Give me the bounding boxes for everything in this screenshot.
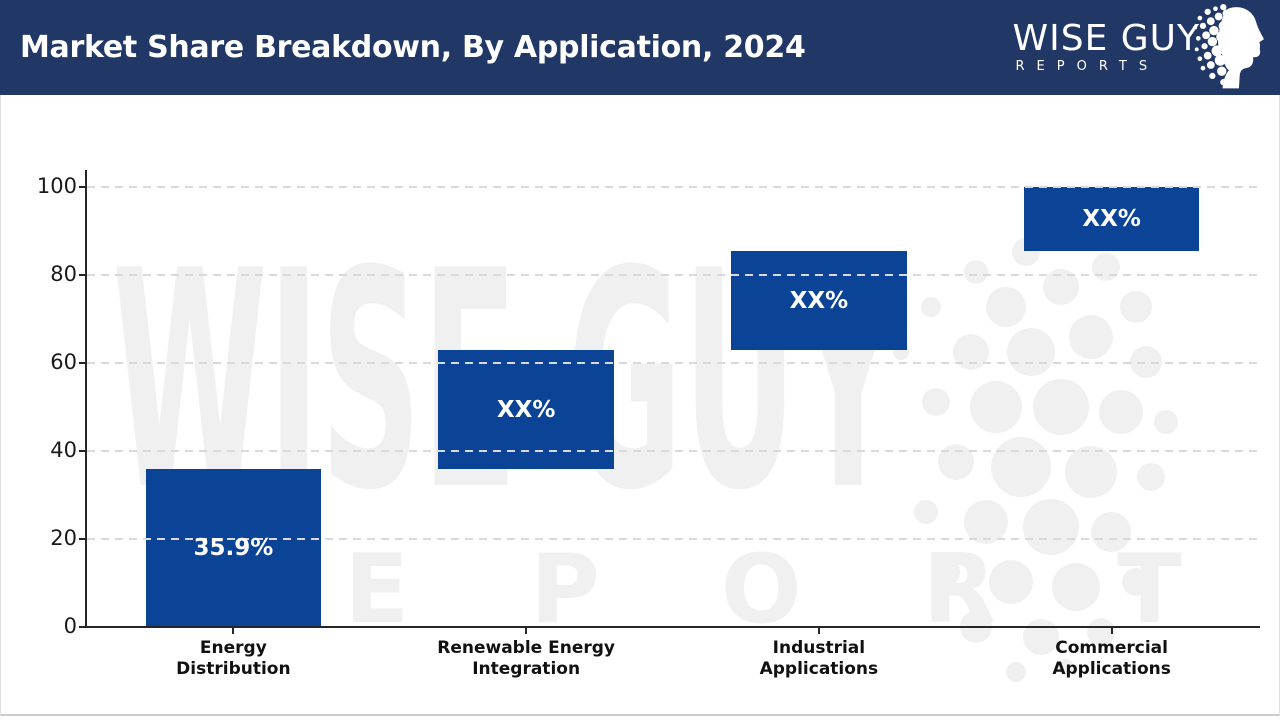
- y-tick-label-40: 40: [50, 438, 77, 462]
- bar-value-label-1: 35.9%: [193, 535, 274, 561]
- y-tick-mark-80: [79, 274, 85, 276]
- bar-segment-2: [438, 350, 614, 470]
- y-tick-mark-60: [79, 362, 85, 364]
- watermark-head-icon: [893, 230, 1178, 682]
- logo-wordmark: WISE GUY REPORTS: [1013, 20, 1201, 74]
- y-tick-mark-0: [79, 626, 85, 628]
- y-tick-mark-40: [79, 450, 85, 452]
- left-border-line: [0, 95, 1, 715]
- x-axis-line: [85, 626, 1260, 628]
- gridline-20: [87, 538, 1258, 540]
- y-tick-mark-100: [79, 186, 85, 188]
- bottom-border-line: [0, 714, 1280, 716]
- wise-guy-logo: WISE GUY REPORTS: [1013, 4, 1269, 90]
- bar-value-label-2: XX%: [496, 396, 556, 423]
- y-tick-label-20: 20: [50, 526, 77, 550]
- x-category-label-1: Energy Distribution: [176, 638, 291, 680]
- bar-value-label-4: XX%: [1082, 206, 1141, 233]
- gridline-60: [87, 362, 1258, 364]
- y-tick-label-0: 0: [63, 614, 77, 638]
- bar-segment-1: [145, 469, 322, 627]
- y-axis-line: [85, 170, 87, 627]
- y-tick-label-100: 100: [36, 174, 77, 198]
- x-tick-mark-4: [1110, 628, 1113, 634]
- x-category-label-2: Renewable Energy Integration: [437, 638, 615, 680]
- bar-segment-3: [731, 251, 907, 351]
- header-bar: Market Share Breakdown, By Application, …: [0, 0, 1280, 95]
- bar-segment-4: [1023, 187, 1200, 252]
- x-category-label-4: Commercial Applications: [1052, 638, 1171, 680]
- x-category-label-3: Industrial Applications: [759, 638, 879, 680]
- bar-value-label-3: XX%: [789, 287, 849, 314]
- x-tick-mark-3: [817, 628, 820, 634]
- x-tick-mark-1: [232, 628, 235, 634]
- logo-head-icon: [1193, 4, 1264, 89]
- gridline-100: [87, 186, 1258, 188]
- y-tick-label-60: 60: [50, 350, 77, 374]
- gridline-40: [87, 450, 1258, 452]
- gridline-80: [87, 274, 1258, 276]
- x-tick-mark-2: [525, 628, 528, 634]
- logo-subtitle-text: REPORTS: [1015, 58, 1160, 74]
- y-tick-mark-20: [79, 538, 85, 540]
- y-tick-label-80: 80: [50, 262, 77, 286]
- logo-brand-text: WISE GUY: [1012, 18, 1200, 60]
- chart-title: Market Share Breakdown, By Application, …: [20, 30, 806, 65]
